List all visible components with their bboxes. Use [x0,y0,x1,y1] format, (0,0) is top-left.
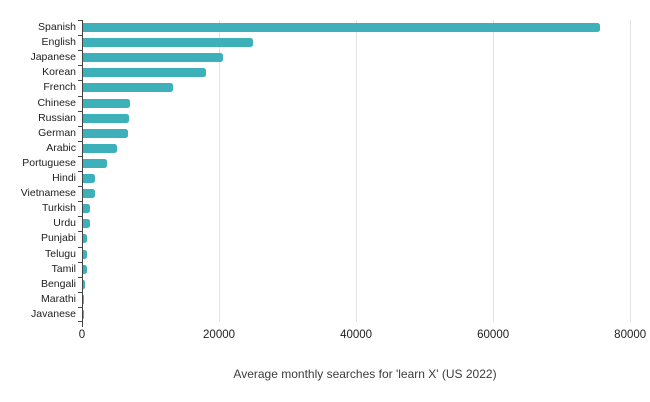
bar-vietnamese [83,189,95,199]
x-tick-label-20000: 20000 [203,329,236,341]
category-label-german: German [38,126,76,139]
category-label-turkish: Turkish [41,202,76,215]
x-axis-title: Average monthly searches for 'learn X' (… [233,367,497,381]
chart-row-arabic: Arabic [46,140,648,156]
chart-row-spanish: Spanish [38,20,648,35]
category-label-chinese: Chinese [37,96,76,109]
chart-row-chinese: Chinese [37,95,648,111]
category-label-bengali: Bengali [40,277,76,290]
chart-row-bengali: Bengali [41,276,648,292]
x-tick-label-0: 0 [78,329,86,341]
gridline-x-60000 [493,20,495,322]
category-label-telugu: Telugu [45,247,76,260]
x-axis-tick-labels: 0 20000 40000 60000 80000 [78,329,648,345]
chart-row-hindi: Hindi [52,171,648,186]
gridline-x-80000 [630,20,632,322]
y-axis-tick [78,186,82,188]
bar-marathi [83,294,85,304]
bar-portuguese [83,158,107,168]
y-axis-tick [78,201,82,203]
y-axis-tick [78,306,82,308]
bar-bengali [83,279,86,289]
bar-french [83,83,173,93]
category-label-marathi: Marathi [40,292,76,305]
category-label-tamil: Tamil [51,262,76,275]
chart-row-turkish: Turkish [42,201,648,216]
y-axis-tick [78,50,82,52]
y-axis-tick [78,125,82,127]
bar-russian [83,113,129,123]
y-axis-line [82,20,83,322]
category-label-french: French [43,81,76,94]
chart-row-urdu: Urdu [53,216,648,231]
bar-chinese [83,98,130,108]
plot-area: Spanish English Japanese Korean French Chines… [21,20,648,327]
chart-row-russian: Russian [38,110,648,126]
category-label-hindi: Hindi [52,172,76,184]
bar-hindi [83,174,95,183]
x-axis-zero-tick [82,322,83,327]
y-axis-tick [78,20,82,21]
chart-row-javanese: Javanese [31,306,648,322]
category-label-english: English [41,36,76,49]
bar-german [83,128,129,138]
gridline-x-20000 [219,20,221,322]
category-label-russian: Russian [38,111,76,124]
x-tick-label-80000: 80000 [614,329,647,341]
y-axis-tick [78,216,82,218]
chart-row-english: English [42,35,648,50]
category-label-korean: Korean [42,66,76,79]
y-axis-tick [78,35,82,37]
bar-japanese [83,53,224,63]
chart-row-punjabi: Punjabi [41,231,648,246]
bar-tamil [83,264,88,274]
chart-row-german: German [38,125,648,141]
bar-arabic [83,143,117,153]
category-label-portuguese: Portuguese [22,156,76,169]
bar-telugu [83,249,88,259]
y-axis-tick [78,171,82,172]
category-label-vietnamese: Vietnamese [20,187,76,200]
y-axis-tick [78,276,82,278]
y-axis-tick [78,155,82,157]
y-axis-tick [78,291,82,293]
y-axis-tick [78,246,82,248]
bar-korean [83,68,206,78]
bar-spanish [83,23,601,32]
y-axis-tick [78,65,82,67]
chart-row-portuguese: Portuguese [22,155,648,171]
category-label-punjabi: Punjabi [40,232,76,245]
y-axis-tick [78,261,82,263]
bar-urdu [83,219,90,229]
category-label-arabic: Arabic [46,141,76,154]
chart-row-french: French [43,80,648,95]
chart-row-telugu: Telugu [45,246,648,262]
chart-row-japanese: Japanese [30,50,648,65]
y-axis-tick [78,110,82,112]
bar-punjabi [83,234,88,244]
gridline-x-40000 [356,20,358,322]
category-label-urdu: Urdu [53,217,76,230]
y-axis-bottom-tick [78,321,82,322]
bar-english [83,38,253,48]
category-label-japanese: Japanese [30,51,76,64]
chart-row-marathi: Marathi [41,291,648,307]
y-axis-tick [78,231,82,233]
chart-row-vietnamese: Vietnamese [21,186,648,201]
x-tick-label-40000: 40000 [340,329,373,341]
y-axis-tick [78,80,82,82]
bar-turkish [83,204,91,214]
y-axis-tick [78,140,82,142]
chart-row-tamil: Tamil [51,261,648,277]
x-tick-label-60000: 60000 [477,329,510,341]
category-label-spanish: Spanish [38,21,76,33]
chart-row-korean: Korean [42,65,648,80]
y-axis-tick [78,95,82,97]
category-label-javanese: Javanese [31,307,76,320]
